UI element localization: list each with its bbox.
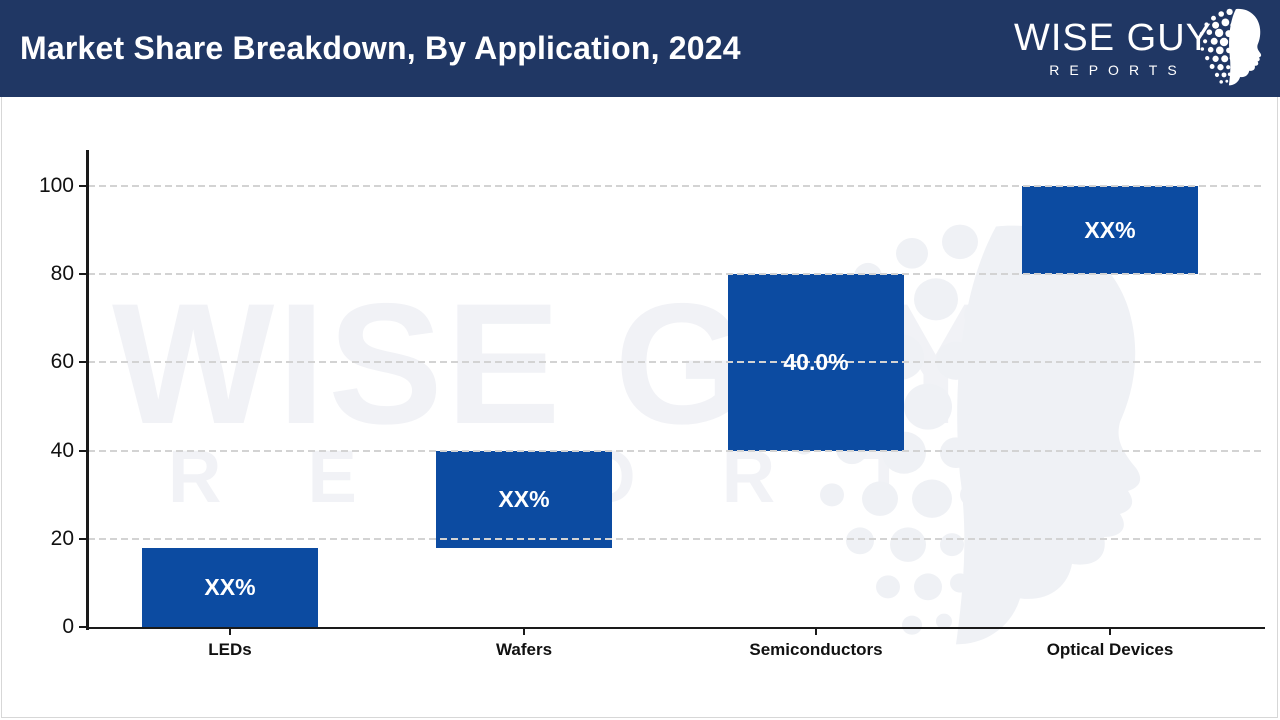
- x-tick-mark-semiconductors: [815, 629, 817, 635]
- gridline-80: [88, 273, 1265, 276]
- gridline-100: [88, 185, 1265, 187]
- gridline-20: [88, 537, 1265, 540]
- y-tick-mark-40: [79, 449, 87, 452]
- bar-value-label-wafers: XX%: [498, 486, 550, 513]
- logo-wordmark: WISE GUY: [1013, 17, 1212, 59]
- x-axis-label-semiconductors: Semiconductors: [749, 640, 883, 659]
- bar-value-label-leds: XX%: [204, 574, 256, 601]
- y-tick-mark-60: [79, 361, 87, 364]
- wiseguy-logo: WISE GUY REPORTS: [1014, 7, 1266, 91]
- gridline-40: [88, 449, 1265, 452]
- x-axis-label-leds: LEDs: [208, 640, 252, 659]
- x-tick-mark-leds: [229, 629, 231, 635]
- x-tick-mark-optical-devices: [1109, 629, 1111, 635]
- y-tick-label-0: 0: [62, 615, 74, 638]
- y-tick-label-80: 80: [50, 262, 74, 286]
- x-axis: [86, 626, 1265, 629]
- x-axis-label-optical-devices: Optical Devices: [1046, 640, 1174, 659]
- bar-leds: [142, 547, 318, 627]
- y-tick-label-40: 40: [50, 438, 74, 462]
- bar-value-label-semiconductors: 40.0%: [783, 349, 849, 376]
- bar-value-label-optical-devices: XX%: [1084, 217, 1136, 244]
- x-tick-mark-wafers: [523, 629, 525, 635]
- logo-wordmark-block: WISE GUY REPORTS: [1014, 19, 1212, 78]
- page-title: Market Share Breakdown, By Application, …: [20, 30, 741, 66]
- logo-reports-label: REPORTS: [1049, 62, 1187, 78]
- wiseguy-head-icon: [1199, 8, 1262, 85]
- y-tick-label-20: 20: [50, 526, 74, 550]
- y-tick-mark-0: [79, 626, 87, 628]
- gridline-60: [88, 361, 1265, 364]
- bar-wafers: [436, 450, 612, 548]
- y-tick-mark-20: [79, 537, 87, 540]
- y-axis: [86, 150, 89, 630]
- y-tick-mark-100: [79, 185, 87, 187]
- y-tick-label-100: 100: [38, 174, 74, 197]
- header-bar: Market Share Breakdown, By Application, …: [0, 0, 1280, 97]
- y-tick-label-60: 60: [50, 350, 74, 374]
- x-axis-label-wafers: Wafers: [495, 640, 553, 659]
- y-tick-mark-80: [79, 273, 87, 276]
